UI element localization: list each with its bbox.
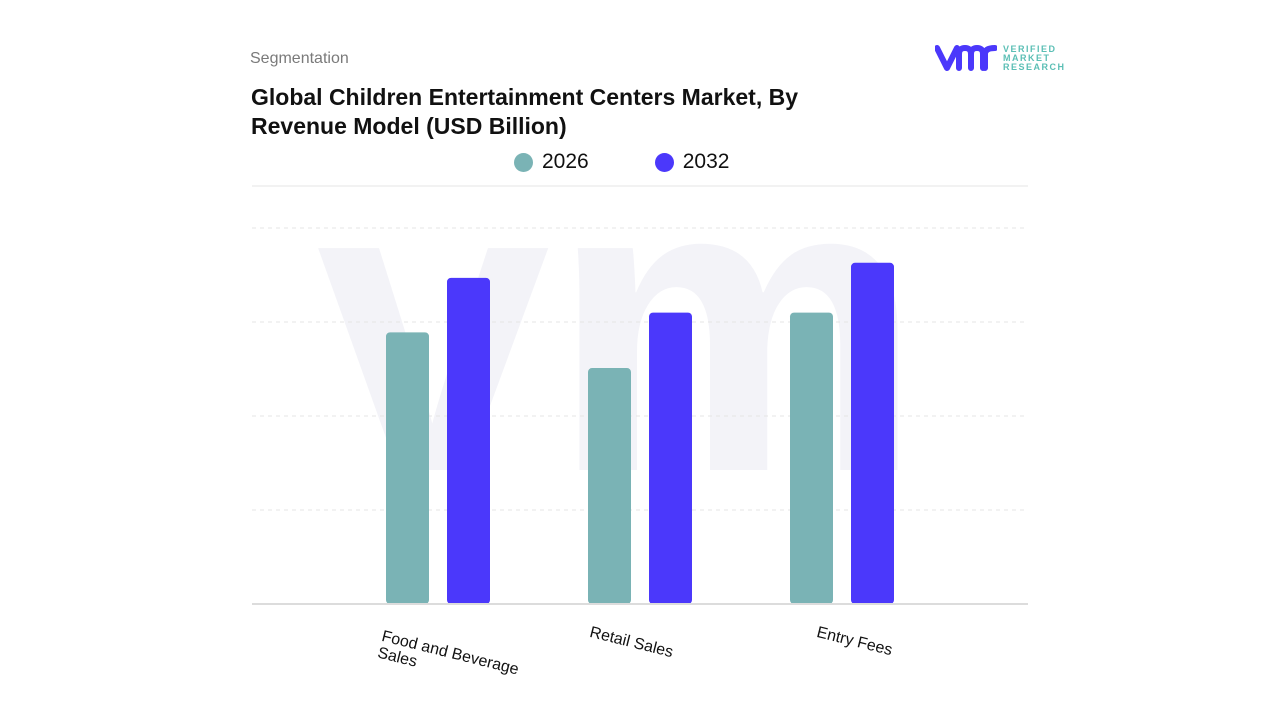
logo-line: MARKET	[1003, 52, 1051, 63]
legend-label: 2026	[542, 150, 589, 173]
logo: VERIFIED MARKET RESEARCH	[935, 44, 1066, 72]
segment-label: Segmentation	[250, 50, 349, 67]
legend-label: 2032	[682, 150, 730, 173]
legend-swatch	[654, 152, 674, 172]
legend: 2026 2032	[514, 150, 729, 174]
logo-line: RESEARCH	[1003, 61, 1066, 72]
bar-2032	[447, 277, 490, 604]
chart-title: Global Children Entertainment Centers Ma…	[251, 84, 799, 139]
bar-2026	[588, 368, 631, 604]
bar-2026	[790, 312, 833, 604]
bar-2032	[851, 262, 894, 604]
bar-2032	[649, 312, 692, 604]
legend-item-2032: 2032	[654, 150, 730, 174]
vmr-logo-icon	[935, 45, 997, 71]
legend-swatch	[514, 152, 533, 172]
logo-line: VERIFIED	[1003, 43, 1057, 54]
bar-2026	[386, 332, 429, 604]
legend-item-2026: 2026	[514, 150, 589, 174]
